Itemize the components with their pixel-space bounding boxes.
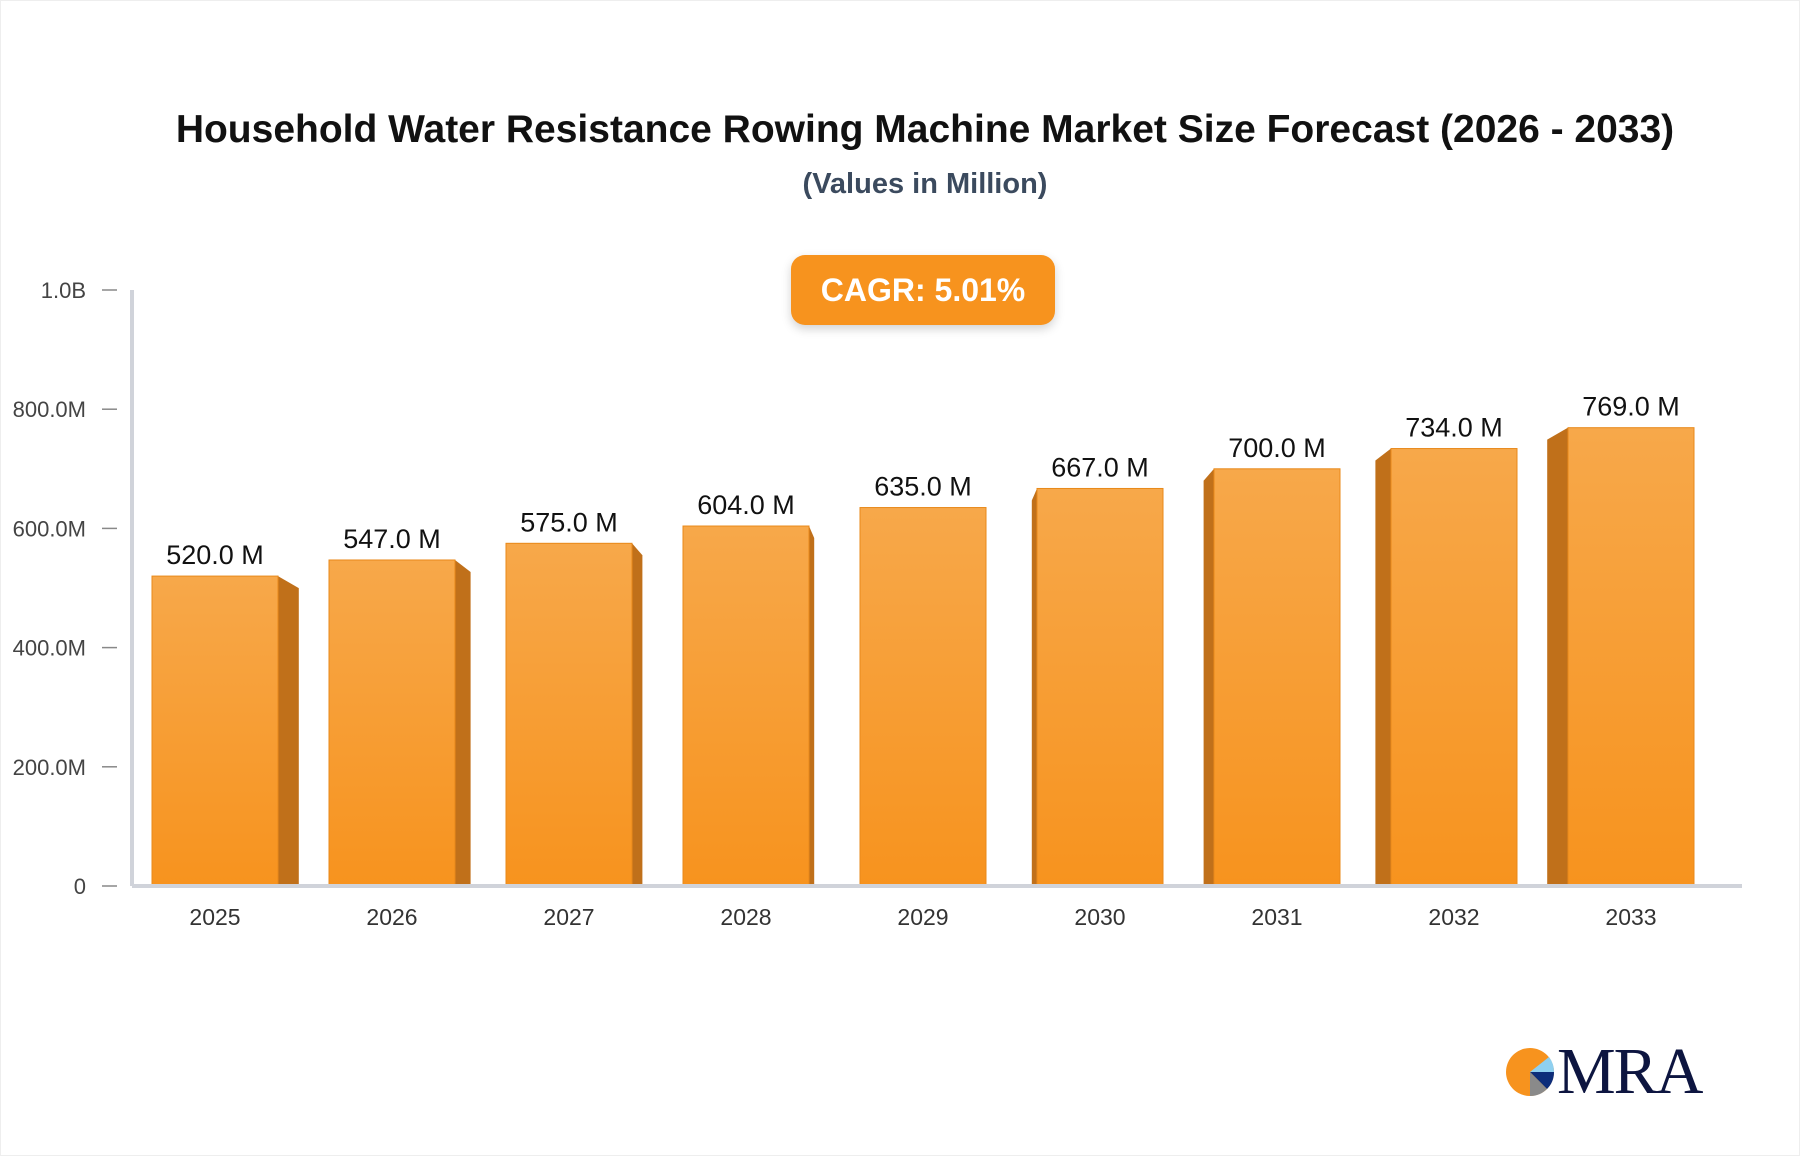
data-label: 604.0 M [697, 490, 795, 520]
data-label: 700.0 M [1228, 433, 1326, 463]
bar [859, 507, 987, 887]
y-tick-label: 400.0M [13, 636, 86, 661]
cagr-badge: CAGR: 5.01% [791, 255, 1055, 325]
bar-side [278, 576, 299, 886]
y-tick-label: 0 [74, 874, 86, 899]
y-tick-label: 600.0M [13, 516, 86, 541]
data-label: 547.0 M [343, 524, 441, 554]
bar-side [455, 559, 471, 886]
data-label: 667.0 M [1051, 452, 1149, 482]
x-tick-label: 2033 [1605, 904, 1656, 930]
bar [1390, 448, 1518, 887]
bar [1213, 468, 1341, 887]
x-tick-label: 2027 [543, 904, 594, 930]
bar-side [1031, 488, 1037, 886]
bar-side [1375, 448, 1391, 886]
chart-title: Household Water Resistance Rowing Machin… [175, 108, 1675, 151]
y-tick-label: 800.0M [13, 397, 86, 422]
y-tick-label: 200.0M [13, 755, 86, 780]
x-tick-label: 2031 [1251, 904, 1302, 930]
x-tick-label: 2029 [897, 904, 948, 930]
bar-side [809, 526, 815, 886]
bar [151, 575, 279, 887]
x-tick-label: 2030 [1074, 904, 1125, 930]
chart-subtitle: (Values in Million) [802, 168, 1048, 200]
x-tick-label: 2028 [720, 904, 771, 930]
bar [682, 525, 810, 887]
bar [1567, 427, 1695, 887]
logo-text: MRA [1557, 1035, 1703, 1108]
data-label: 734.0 M [1405, 413, 1503, 443]
pie-logo-icon [1506, 1048, 1555, 1097]
bar-side [1547, 427, 1568, 886]
bar [328, 559, 456, 887]
bar [1036, 487, 1164, 887]
bar [505, 542, 633, 887]
x-tick-label: 2026 [366, 904, 417, 930]
mra-logo: MRA [1505, 1035, 1703, 1108]
bar-side [632, 543, 643, 886]
x-tick-label: 2032 [1428, 904, 1479, 930]
data-label: 520.0 M [166, 540, 264, 570]
x-tick-label: 2025 [189, 904, 240, 930]
data-label: 635.0 M [874, 472, 972, 502]
y-tick-label: 1.0B [41, 278, 86, 303]
data-label: 769.0 M [1582, 392, 1680, 422]
bar-side [1203, 468, 1214, 886]
data-label: 575.0 M [520, 507, 618, 537]
